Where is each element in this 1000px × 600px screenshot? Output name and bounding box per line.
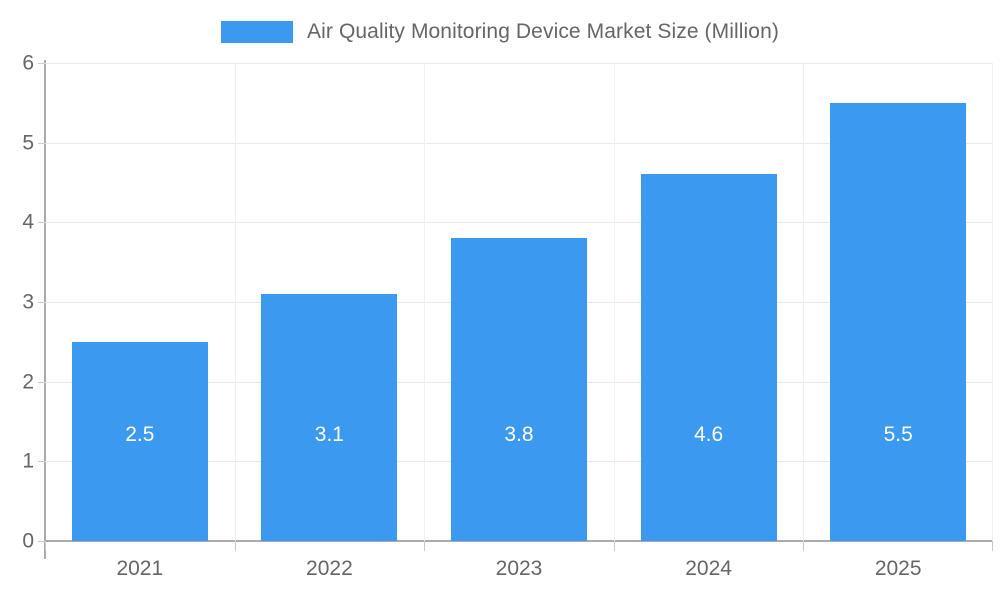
x-tick-label-2024: 2024 [685,557,732,580]
bar-2025[interactable]: 5.5 [830,102,967,541]
y-tickmark-5 [38,142,46,144]
y-tick-label-1: 1 [22,449,34,473]
bar-2021[interactable]: 2.5 [71,341,208,541]
gridline-y-6 [45,63,993,64]
y-tick-label-5: 5 [22,131,34,155]
x-tickmark-3 [613,541,615,551]
gridline-y-4 [45,222,993,224]
plot-area: 2.5 3.1 3.8 4.6 5.5 [45,63,993,541]
y-tickmark-1 [38,461,46,463]
x-tickmark-2 [424,541,426,551]
bar-2022[interactable]: 3.1 [261,294,398,541]
category-separator-5 [992,63,993,541]
chart-legend: Air Quality Monitoring Device Market Siz… [0,12,1000,52]
x-tickmark-0 [45,541,46,551]
bar-value-label-2022: 3.1 [314,423,344,446]
legend-color-swatch[interactable] [221,21,294,43]
x-tick-label-2023: 2023 [495,557,543,580]
y-tick-label-3: 3 [22,290,34,314]
bar-value-label-2024: 4.6 [693,422,724,446]
x-tickmark-1 [234,541,236,551]
x-axis-line [45,540,993,542]
y-tick-label-6: 6 [22,51,34,75]
bar-value-label-2023: 3.8 [504,422,534,446]
x-tick-label-2025: 2025 [874,557,922,580]
y-tickmark-2 [38,381,46,383]
gridline-y-5 [45,142,993,144]
x-tickmark-5 [992,541,993,551]
legend-item-label[interactable]: Air Quality Monitoring Device Market Siz… [307,20,779,43]
y-tickmark-4 [38,222,46,224]
y-tickmark-0 [38,541,46,542]
bar-value-label-2021: 2.5 [125,422,155,446]
x-tick-label-2022: 2022 [306,557,353,580]
x-tick-label-2021: 2021 [116,557,164,580]
y-tick-label-4: 4 [22,210,34,234]
y-tick-label-2: 2 [22,370,34,394]
y-axis-tick-labels: 0 1 2 3 4 5 6 [0,53,34,552]
category-separator-3 [613,63,615,541]
category-separator-2 [424,63,426,541]
bar-2024[interactable]: 4.6 [640,174,777,541]
y-tickmark-3 [38,302,46,303]
category-separator-1 [234,63,236,541]
x-tickmark-4 [803,541,805,551]
bar-2023[interactable]: 3.8 [451,238,587,541]
y-tick-label-0: 0 [22,529,34,553]
bar-value-label-2025: 5.5 [883,422,913,446]
y-tickmark-6 [38,63,46,64]
category-separator-4 [803,63,805,541]
y-axis-line [44,60,46,559]
